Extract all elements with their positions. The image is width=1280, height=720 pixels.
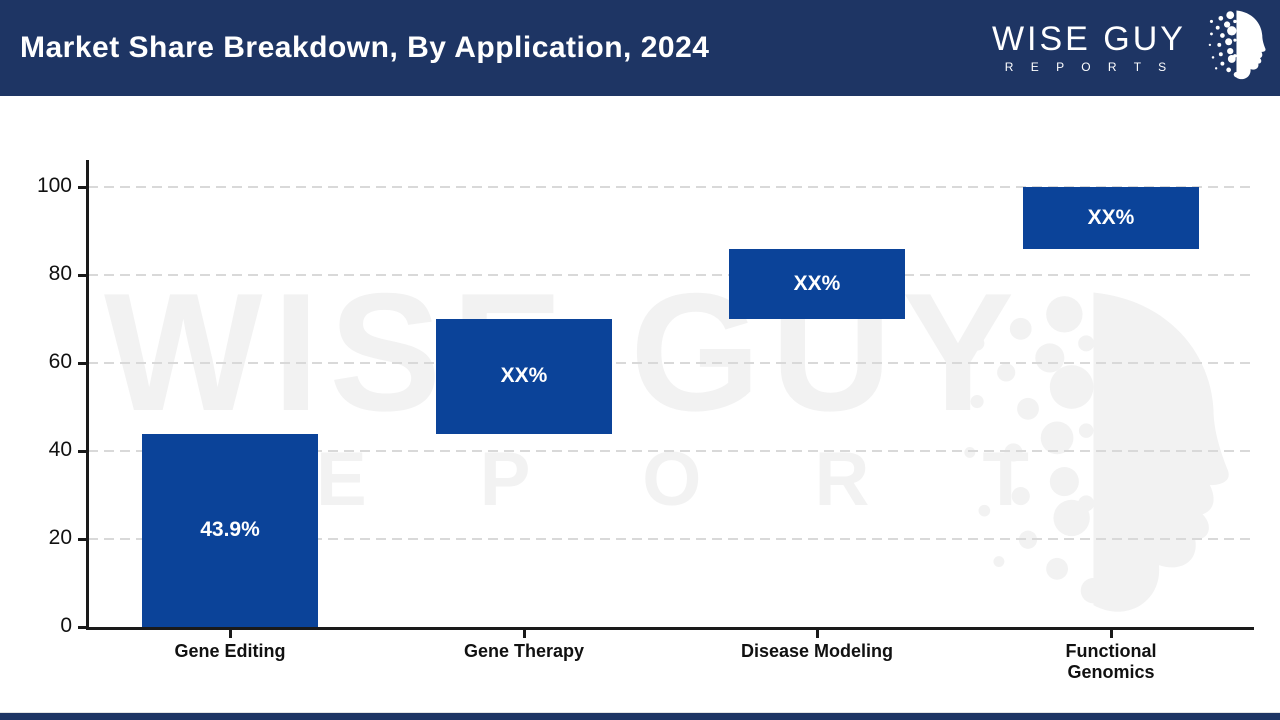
y-tick-mark <box>78 362 87 365</box>
header-bar: Market Share Breakdown, By Application, … <box>0 0 1280 96</box>
gridline-y40 <box>88 450 1254 452</box>
y-tick-label: 40 <box>48 438 72 461</box>
gridline-y60 <box>88 362 1254 364</box>
bar-value-label: XX% <box>793 271 841 295</box>
y-tick-mark <box>78 450 87 453</box>
bar-gene-editing[interactable]: 43.9% <box>142 433 318 627</box>
wiseguy-logo: WISE GUY R E P O R T S <box>992 4 1274 92</box>
bar-disease-modeling[interactable]: XX% <box>729 248 905 319</box>
y-tick-label: 80 <box>48 262 72 285</box>
x-tick-label-gene-therapy: Gene Therapy <box>463 641 585 661</box>
chart-title: Market Share Breakdown, By Application, … <box>20 31 710 64</box>
bar-functional-genomics[interactable]: XX% <box>1023 187 1199 249</box>
gridline-y20 <box>88 538 1254 540</box>
footer-bar <box>0 713 1280 720</box>
bar-value-label: XX% <box>500 364 548 388</box>
y-tick-label: 60 <box>48 350 72 373</box>
logo-text: WISE GUY R E P O R T S <box>992 22 1186 74</box>
logo-name: WISE GUY <box>991 20 1186 58</box>
y-tick-label: 100 <box>36 174 72 197</box>
logo-subtitle: R E P O R T S <box>1004 60 1174 74</box>
x-tick-mark <box>523 629 526 638</box>
y-tick-label: 20 <box>48 526 72 549</box>
y-tick-mark <box>78 274 87 277</box>
y-tick-mark <box>78 186 87 189</box>
watermark-head-icon <box>964 292 1229 612</box>
y-tick-label: 0 <box>60 614 72 637</box>
x-tick-mark <box>1110 629 1113 638</box>
gridline-y100 <box>88 186 1254 188</box>
x-tick-mark <box>816 629 819 638</box>
logo-head-icon <box>1208 10 1266 80</box>
y-tick-mark <box>78 626 87 629</box>
x-tick-mark <box>229 629 232 638</box>
x-axis-line <box>86 627 1254 630</box>
gridline-y80 <box>88 274 1254 276</box>
x-tick-label-disease-modeling: Disease Modeling <box>740 641 894 661</box>
bar-value-label: 43.9% <box>200 518 260 542</box>
footer-divider <box>0 712 1280 713</box>
y-tick-mark <box>78 538 87 541</box>
x-tick-label-gene-editing: Gene Editing <box>174 641 286 661</box>
x-tick-label-functional-genomics: Functional Genomics <box>1065 641 1157 682</box>
y-axis-line <box>86 160 89 629</box>
bar-value-label: XX% <box>1087 205 1135 229</box>
bar-gene-therapy[interactable]: XX% <box>436 319 612 434</box>
